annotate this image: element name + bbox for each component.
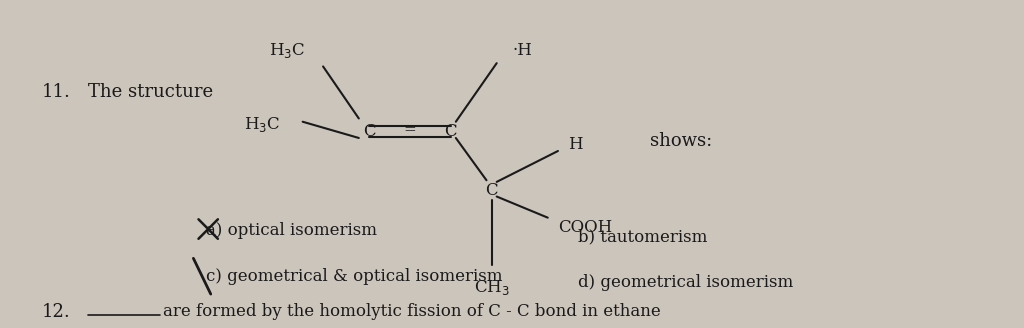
Text: H: H bbox=[568, 136, 583, 153]
Text: 12.: 12. bbox=[42, 303, 71, 321]
Text: C: C bbox=[444, 123, 457, 140]
Text: c) geometrical & optical isomerism: c) geometrical & optical isomerism bbox=[206, 268, 502, 285]
Text: are formed by the homolytic fission of C - C bond in ethane: are formed by the homolytic fission of C… bbox=[163, 303, 660, 320]
Text: 11.: 11. bbox=[42, 83, 71, 101]
Text: C: C bbox=[485, 181, 498, 198]
Text: shows:: shows: bbox=[650, 132, 712, 150]
Text: C: C bbox=[362, 123, 376, 140]
Text: COOH: COOH bbox=[558, 219, 612, 236]
Text: ·H: ·H bbox=[512, 42, 531, 59]
Text: CH$_3$: CH$_3$ bbox=[474, 278, 510, 297]
Text: a) optical isomerism: a) optical isomerism bbox=[206, 222, 377, 239]
Text: The structure: The structure bbox=[88, 83, 213, 101]
Text: d) geometrical isomerism: d) geometrical isomerism bbox=[579, 274, 794, 291]
Text: H$_3$C: H$_3$C bbox=[244, 115, 280, 134]
Text: H$_3$C: H$_3$C bbox=[269, 41, 305, 60]
Text: =: = bbox=[403, 123, 416, 137]
Text: b) tautomerism: b) tautomerism bbox=[579, 229, 708, 246]
